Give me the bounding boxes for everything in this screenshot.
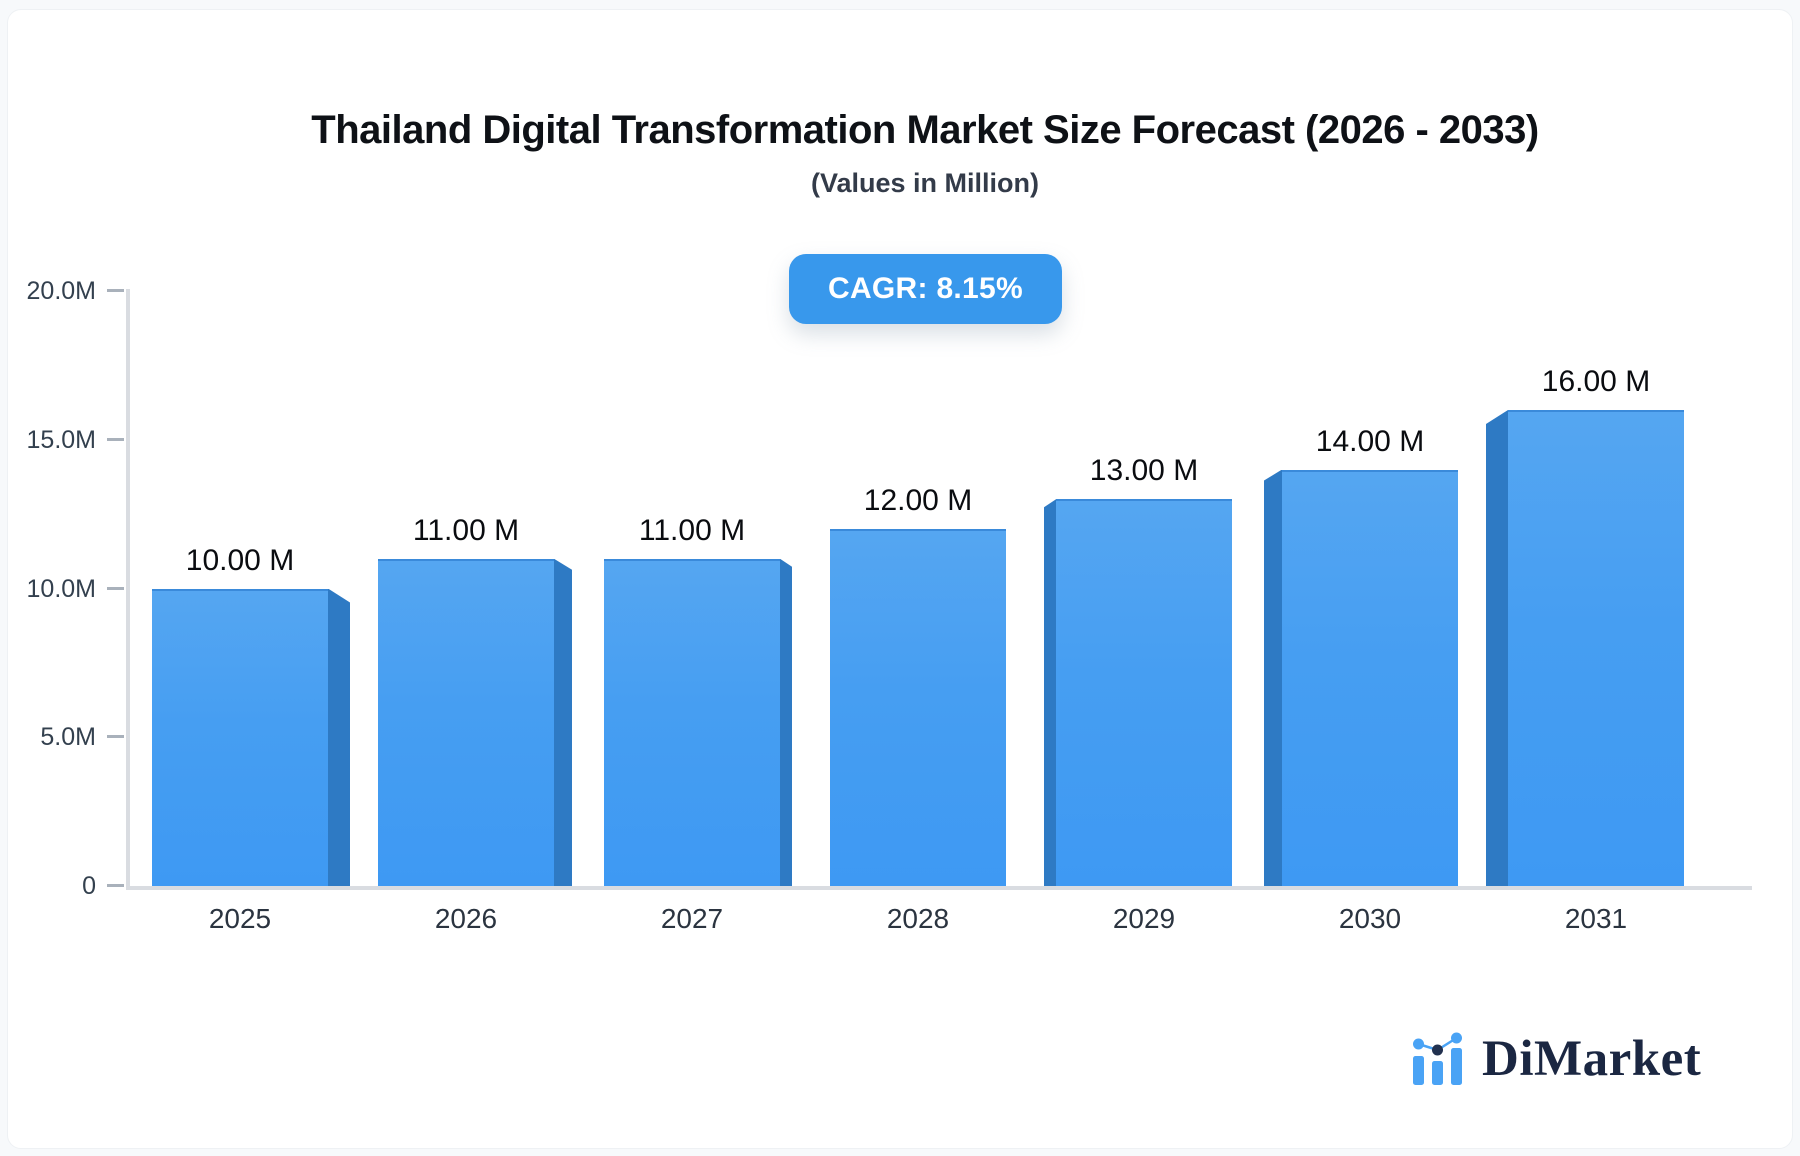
y-axis-label: 5.0M [40, 723, 96, 752]
x-axis-label-2027: 2027 [660, 903, 724, 934]
y-axis-label: 10.0M [26, 574, 96, 603]
bar-side-2031 [1486, 410, 1508, 886]
y-tick [107, 735, 124, 739]
x-axis-line [126, 886, 1752, 890]
bar-2028[interactable] [830, 529, 1006, 886]
brand-logo: DiMarket [1410, 1030, 1701, 1088]
y-tick [107, 586, 124, 590]
x-axis-label-2026: 2026 [434, 903, 498, 934]
bar-2029[interactable] [1056, 499, 1232, 886]
y-axis-line [126, 289, 130, 887]
bar-value-label: 11.00 M [412, 513, 520, 547]
chart-title: Thailand Digital Transformation Market S… [311, 108, 1539, 152]
bar-side-2025 [328, 588, 350, 886]
bar-side-2030 [1264, 469, 1282, 886]
bar-2027[interactable] [604, 558, 780, 886]
bar-value-label: 14.00 M [1315, 424, 1425, 458]
logo-text: DiMarket [1482, 1031, 1702, 1087]
bar-side-2029 [1044, 499, 1056, 886]
y-tick [107, 437, 124, 441]
cagr-badge: CAGR: 8.15% [789, 254, 1062, 324]
y-axis-label: 20.0M [26, 277, 96, 305]
x-axis-label-2028: 2028 [886, 903, 950, 934]
bar-value-label: 11.00 M [638, 513, 746, 547]
x-axis-label-2031: 2031 [1564, 903, 1628, 934]
bar-2026[interactable] [378, 558, 554, 886]
logo-chart-icon [1413, 1032, 1462, 1085]
y-tick [107, 289, 124, 292]
bar-2030[interactable] [1282, 469, 1458, 886]
bar-2031[interactable] [1508, 410, 1684, 886]
cagr-badge-label: CAGR: 8.15% [827, 272, 1024, 305]
bar-side-2026 [554, 558, 572, 886]
x-axis-label-2029: 2029 [1112, 903, 1176, 934]
bar-value-label: 13.00 M [1089, 454, 1199, 488]
bar-value-label: 10.00 M [185, 543, 295, 577]
x-axis-label-2025: 2025 [208, 903, 272, 934]
bar-value-label: 12.00 M [863, 484, 973, 517]
chart-subtitle: (Values in Million) [810, 168, 1040, 198]
y-axis-label: 0 [82, 872, 96, 900]
y-tick [107, 884, 124, 887]
bar-value-label: 16.00 M [1541, 365, 1651, 398]
y-axis-label: 15.0M [26, 425, 96, 454]
bar-2025[interactable] [152, 588, 328, 886]
bar-side-2027 [780, 558, 792, 886]
x-axis-label-2030: 2030 [1338, 903, 1402, 934]
